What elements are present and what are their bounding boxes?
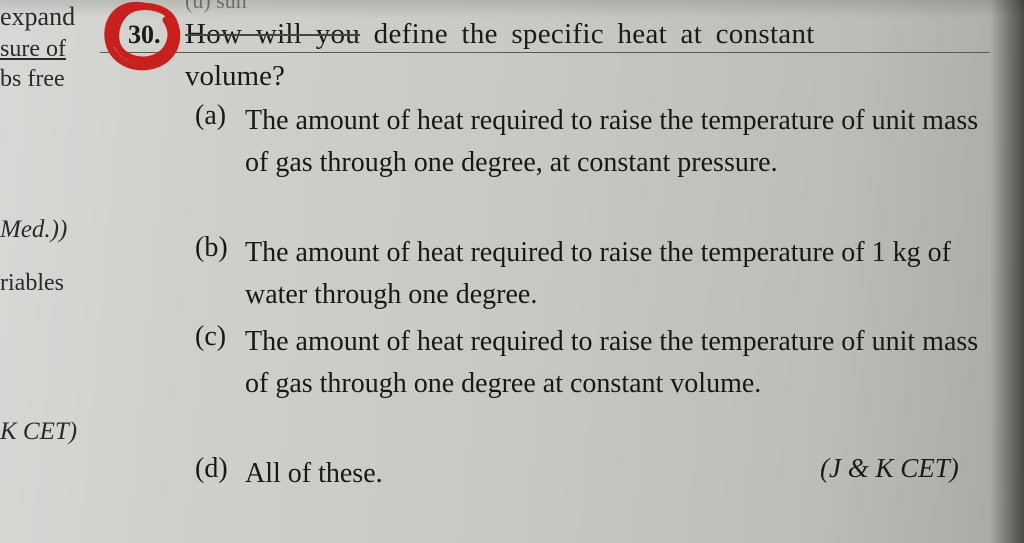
margin-fragment-riables: riables bbox=[0, 270, 64, 297]
question-number: 30. bbox=[128, 20, 161, 50]
option-c-label: (c) bbox=[195, 321, 226, 353]
exam-page: (u) sun expand sure of bs free Med.)) ri… bbox=[0, 0, 1024, 543]
option-a-text: The amount of heat required to raise the… bbox=[245, 100, 985, 184]
option-b-text: The amount of heat required to raise the… bbox=[245, 232, 985, 316]
question-struck-text: How will you bbox=[185, 18, 360, 50]
option-b-label: (b) bbox=[195, 232, 228, 264]
margin-fragment-bs-free: bs free bbox=[0, 66, 65, 93]
option-c-text: The amount of heat required to raise the… bbox=[245, 321, 985, 405]
margin-fragment-kcet: K CET) bbox=[0, 418, 77, 446]
question-rest-text: define the specific heat at constant bbox=[360, 18, 815, 50]
option-d-text: All of these. bbox=[245, 453, 545, 495]
question-text-line1: How will you define the specific heat at… bbox=[185, 18, 815, 51]
option-d-label: (d) bbox=[195, 453, 228, 485]
margin-fragment-med: Med.)) bbox=[0, 216, 67, 244]
source-tag: (J & K CET) bbox=[820, 453, 959, 484]
margin-fragment-sure-of: sure of bbox=[0, 36, 66, 63]
option-a-label: (a) bbox=[195, 100, 226, 132]
question-text-line2: volume? bbox=[185, 60, 285, 93]
margin-fragment-expand: expand bbox=[0, 2, 75, 32]
previous-question-fragment: (u) sun bbox=[185, 0, 247, 14]
underline-rule bbox=[100, 52, 990, 53]
page-right-edge-shadow bbox=[990, 0, 1024, 543]
